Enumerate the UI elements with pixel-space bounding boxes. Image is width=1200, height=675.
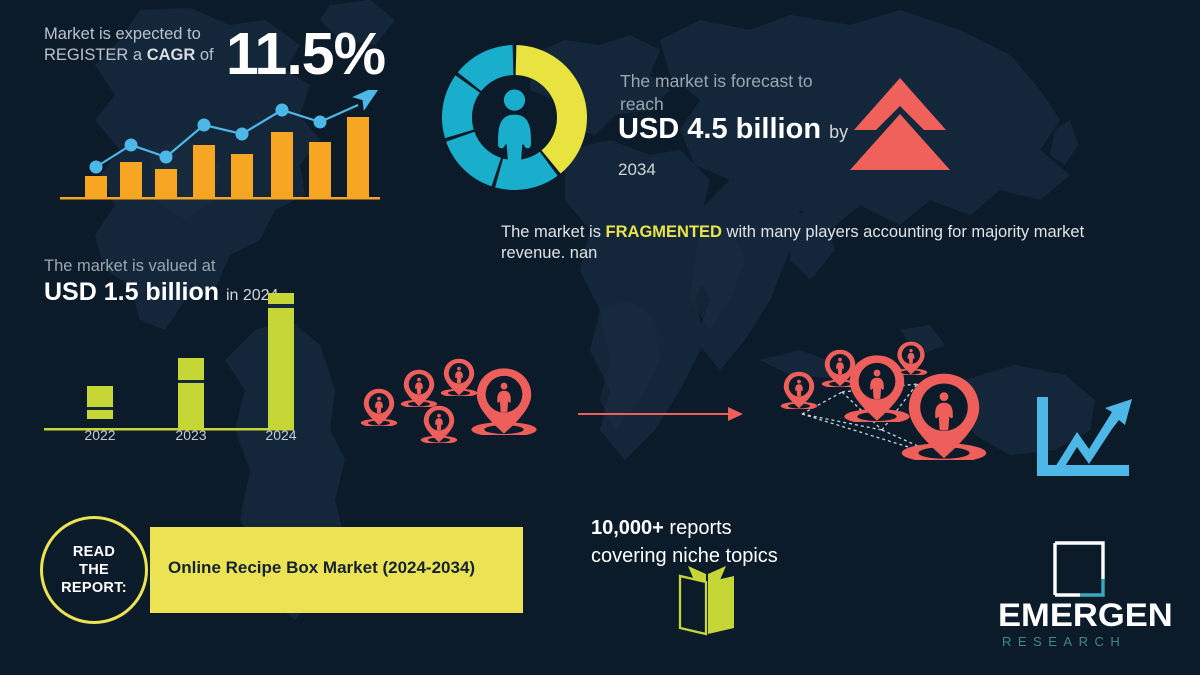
svg-text:2024: 2024 bbox=[265, 427, 296, 442]
svg-text:2023: 2023 bbox=[175, 427, 206, 442]
svg-text:2022: 2022 bbox=[84, 427, 115, 442]
